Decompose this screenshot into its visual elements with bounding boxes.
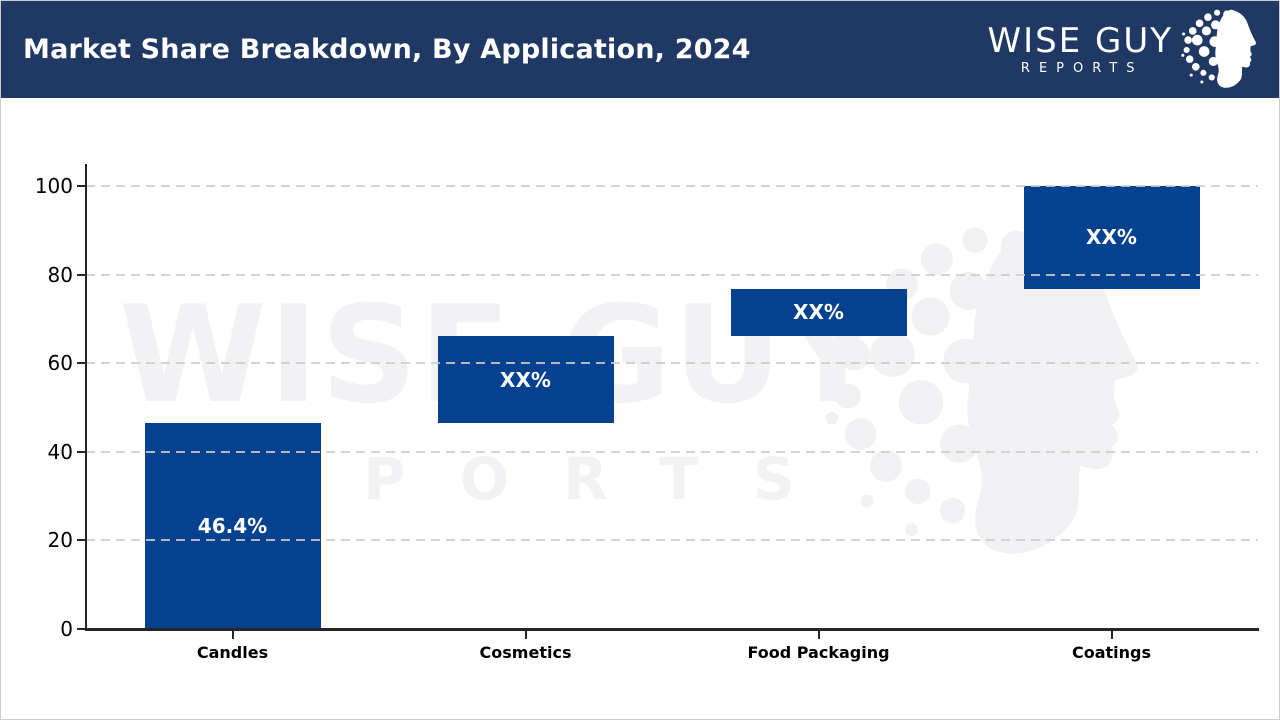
logo-wordmark: WISE GUY (987, 20, 1173, 61)
y-tick-mark (77, 539, 85, 542)
logo-text: WISE GUY REPORTS (987, 24, 1173, 76)
gridline-80 (86, 273, 1258, 276)
header: Market Share Breakdown, By Application, … (1, 1, 1279, 98)
logo-subtitle: REPORTS (1020, 60, 1144, 76)
x-category-label-coatings: Coatings (1071, 643, 1152, 662)
x-category-label-cosmetics: Cosmetics (479, 643, 572, 662)
bar-value-label: XX% (500, 367, 551, 392)
y-tick-label: 100 (34, 174, 73, 198)
y-tick-mark (77, 185, 85, 187)
gridline-20 (86, 539, 1258, 542)
y-tick-mark (77, 450, 85, 453)
x-tick-mark (524, 631, 527, 639)
y-tick-label: 80 (47, 262, 73, 287)
y-tick-label: 0 (60, 617, 73, 641)
y-tick-label: 60 (47, 351, 73, 376)
bar-coatings (1023, 186, 1200, 289)
bar-value-label: XX% (1086, 225, 1137, 250)
y-tick-mark (77, 273, 85, 276)
y-tick-label: 20 (47, 528, 73, 553)
chart-title: Market Share Breakdown, By Application, … (23, 34, 751, 65)
x-axis-line (85, 628, 1259, 631)
y-tick-mark (77, 362, 85, 365)
x-tick-mark (1110, 631, 1113, 639)
gridline-100 (86, 185, 1258, 187)
y-tick-mark (77, 628, 85, 630)
x-category-label-food-packaging: Food Packaging (747, 643, 890, 662)
bar-candles (144, 423, 321, 629)
gridline-60 (86, 362, 1258, 365)
y-tick-label: 40 (47, 439, 73, 464)
bar-cosmetics (437, 335, 614, 424)
wiseguy-logo: WISE GUY REPORTS (987, 8, 1259, 92)
y-axis-line (85, 164, 87, 631)
bar-value-label: XX% (793, 300, 844, 325)
bar-food-packaging (730, 288, 907, 336)
plot-area: WISE GUY REPORTS 0 20 40 60 80 100 46.4% Candle… (1, 98, 1279, 719)
x-category-label-candles: Candles (196, 643, 269, 662)
gridline-40 (86, 450, 1258, 453)
wiseguy-face-icon (1181, 9, 1256, 88)
bar-value-label: 46.4% (197, 514, 268, 539)
x-tick-mark (817, 631, 820, 639)
x-tick-mark (231, 631, 234, 639)
